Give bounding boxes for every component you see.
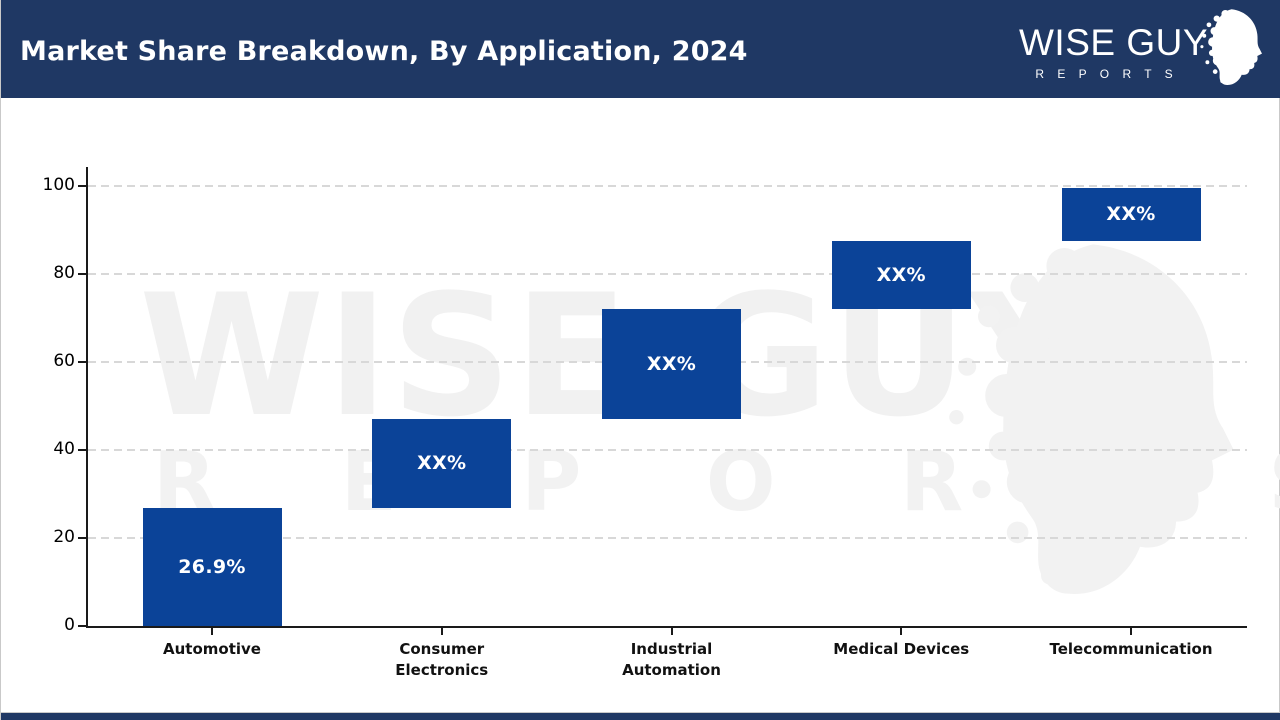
y-tick-label-0: 0 [64,615,75,635]
x-tickmark-0 [211,628,213,635]
y-tickmark-20 [78,537,86,539]
gridline-80 [88,273,1247,275]
logo-wordmark: WISE GUY [1019,22,1209,63]
x-tickmark-2 [670,628,673,635]
content-border [1,712,1280,713]
y-tick-label-20: 20 [53,527,75,547]
x-tickmark-1 [440,628,443,635]
x-tickmark-4 [1130,628,1132,635]
bar-0: 26.9% [142,507,282,626]
bar-value-label-4: XX% [1106,203,1156,226]
watermark-head-icon [949,244,1234,594]
bar-3: XX% [831,240,971,310]
x-axis-line [86,626,1247,628]
x-tickmark-3 [900,628,903,635]
gridline-100 [88,185,1247,187]
gridline-40 [88,449,1247,451]
y-tickmark-100 [78,185,86,187]
page-title: Market Share Breakdown, By Application, … [20,36,748,67]
bar-2: XX% [602,309,741,419]
y-tickmark-80 [78,273,86,275]
category-label-3: Medical Devices [833,640,970,658]
header-bar: Market Share Breakdown, By Application, … [1,0,1280,98]
bar-1: XX% [372,418,512,508]
y-tick-label-100: 100 [42,175,75,195]
bar-value-label-1: XX% [417,452,467,475]
logo-text: WISE GUY R E P O R T S [1019,22,1209,81]
category-label-2: Industrial Automation [622,640,721,679]
bar-value-label-2: XX% [646,352,697,375]
y-tickmark-40 [78,449,86,451]
y-tickmark-60 [78,361,86,363]
y-tickmark-0 [78,625,86,627]
y-axis-line [86,167,88,628]
bar-value-label-0: 26.9% [178,555,246,578]
bar-4: XX% [1061,188,1201,241]
logo-subtext: R E P O R T S [1035,67,1178,81]
category-label-0: Automotive [163,640,261,658]
footer-bar [1,713,1280,720]
gridline-20 [88,537,1247,539]
category-label-1: Consumer Electronics [395,640,489,679]
category-label-4: Telecommunication [1049,640,1213,658]
y-tick-label-80: 80 [53,263,75,283]
y-tick-label-60: 60 [53,351,75,371]
y-tick-label-40: 40 [53,439,75,459]
bar-value-label-3: XX% [876,263,926,286]
wiseguy-logo: WISE GUY R E P O R T S [1019,4,1269,94]
wiseguy-head-icon [1200,9,1262,85]
